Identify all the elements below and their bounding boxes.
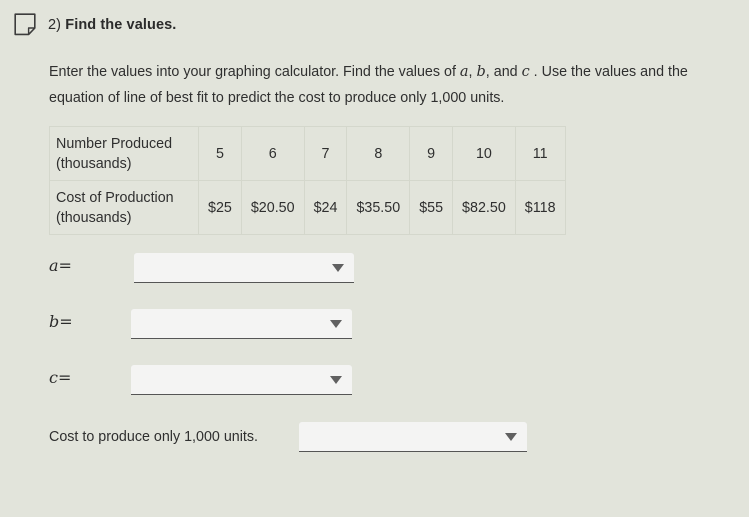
- table-cell: $24: [303, 180, 348, 235]
- dropdown-prediction[interactable]: [299, 422, 527, 452]
- table-cell: $25: [198, 180, 242, 235]
- label-variable-c: c=: [49, 368, 71, 387]
- instructions-comma-1: ,: [468, 64, 477, 80]
- question-number: 2): [48, 17, 62, 33]
- equals-sign: =: [58, 256, 72, 275]
- inline-variable-b: b: [476, 64, 486, 80]
- table-cell: $55: [409, 180, 454, 235]
- table-cell: 11: [514, 126, 566, 181]
- table-cell: 7: [303, 126, 348, 181]
- row-header-number-produced: Number Produced (thousands): [49, 126, 199, 181]
- dropdown-b[interactable]: [131, 309, 352, 339]
- inline-variable-c: c: [521, 64, 530, 80]
- instructions-paragraph: Enter the values into your graphing calc…: [49, 59, 739, 111]
- question-title-text: Find the values.: [65, 17, 177, 33]
- equals-sign: =: [59, 312, 73, 331]
- variable-b-symbol: b: [49, 312, 60, 331]
- chevron-down-icon[interactable]: [505, 433, 517, 441]
- row-header-cost-of-production: Cost of Production (thousands): [49, 180, 199, 235]
- equals-sign: =: [57, 368, 72, 387]
- note-page-icon: [14, 13, 36, 36]
- label-variable-b: b=: [49, 312, 73, 331]
- variable-c-symbol: c: [49, 368, 58, 387]
- label-prediction: Cost to produce only 1,000 units.: [49, 429, 259, 445]
- table-cell: 9: [409, 126, 454, 181]
- chevron-down-icon[interactable]: [330, 376, 342, 384]
- table-cell: $35.50: [346, 180, 411, 235]
- row-header-line-2: (thousands): [56, 155, 132, 172]
- chevron-down-icon[interactable]: [330, 320, 342, 328]
- table-cell: $82.50: [452, 180, 516, 235]
- instructions-conjunction: , and: [485, 64, 522, 80]
- table-cell: 6: [240, 126, 305, 181]
- label-variable-a: a=: [49, 256, 72, 275]
- table-row: Cost of Production (thousands) $25 $20.5…: [49, 180, 566, 235]
- page-title: 2) Find the values.: [48, 16, 176, 34]
- instructions-text-1: Enter the values into your graphing calc…: [49, 64, 460, 80]
- table-cell: $20.50: [240, 180, 305, 235]
- table-cell: $118: [514, 180, 566, 235]
- data-table: Number Produced (thousands) 5 6 7 8 9 10…: [49, 126, 566, 235]
- dropdown-c[interactable]: [131, 365, 352, 395]
- dropdown-a[interactable]: [134, 253, 354, 283]
- table-cell: 5: [198, 126, 242, 181]
- inline-variable-a: a: [459, 64, 469, 80]
- table-cell: 8: [346, 126, 411, 181]
- table-cell: 10: [452, 126, 516, 181]
- chevron-down-icon[interactable]: [332, 264, 344, 272]
- question-header: 2) Find the values.: [0, 0, 749, 48]
- row-header-line-1: Cost of Production: [56, 189, 174, 206]
- table-row: Number Produced (thousands) 5 6 7 8 9 10…: [49, 126, 566, 181]
- instructions-text-2: . Use the values and the equation of lin…: [49, 64, 688, 106]
- row-header-line-2: (thousands): [56, 209, 132, 226]
- variable-a-symbol: a: [49, 256, 59, 275]
- row-header-line-1: Number Produced: [56, 135, 173, 152]
